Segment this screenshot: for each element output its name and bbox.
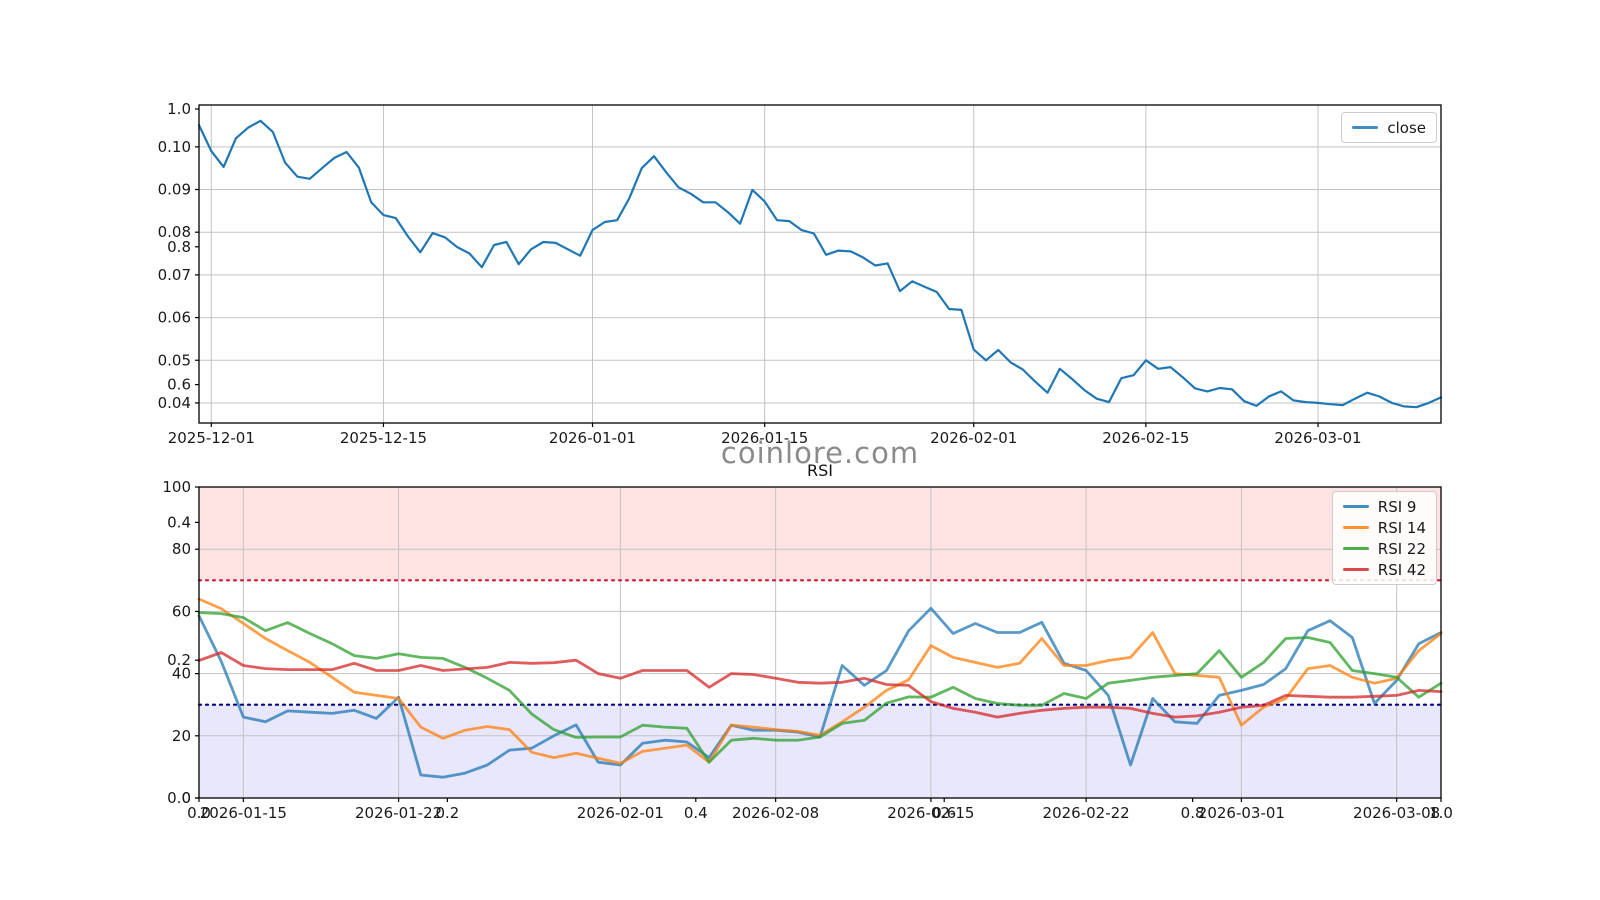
axes-spine [198, 104, 1442, 424]
y-tick-label: 100 [162, 478, 191, 496]
y-tick-label: 0 [181, 789, 191, 807]
legend-line-swatch [1342, 526, 1369, 529]
y-tick-label: 60 [172, 602, 191, 620]
legend-label: RSI 14 [1377, 518, 1426, 537]
x-tick-label: 2026-02-15 [1102, 429, 1189, 447]
y-tick-label: 80 [172, 540, 191, 558]
x-tick-label: 2026-01-15 [200, 804, 287, 822]
twin-y-tick-label: 0.0 [167, 789, 191, 807]
y-tick-label: 20 [172, 727, 191, 745]
legend-label: close [1387, 118, 1426, 137]
x-tick-label: 2026-03-01 [1274, 429, 1361, 447]
series-rsi-42 [197, 651, 1443, 719]
y-tick-label: 0.06 [158, 309, 191, 327]
legend-label: RSI 42 [1377, 560, 1426, 579]
x-tick-label: 2026-03-08 [1353, 804, 1440, 822]
legend-label: RSI 22 [1377, 539, 1426, 558]
legend-line-swatch [1342, 568, 1369, 571]
legend-item: RSI 22 [1342, 538, 1426, 559]
twin-y-tick-label: 0.8 [167, 238, 191, 256]
legend-item: RSI 9 [1342, 496, 1426, 517]
twin-y-tick-label: 0.4 [167, 513, 191, 531]
x-tick-label: 2026-02-01 [930, 429, 1017, 447]
x-tick-label: 2026-02-15 [887, 804, 974, 822]
x-tick-label: 2026-01-01 [549, 429, 636, 447]
y-tick-label: 0.10 [158, 138, 191, 156]
legend-item: RSI 14 [1342, 517, 1426, 538]
legend-item: close [1352, 117, 1426, 138]
y-tick-label: 0.09 [158, 181, 191, 199]
twin-x-tick-label: 0.4 [684, 804, 708, 822]
legend-item: RSI 42 [1342, 559, 1426, 580]
overbought-band [199, 487, 1441, 581]
x-tick-label: 2026-02-01 [577, 804, 664, 822]
axes-spine [198, 486, 1442, 799]
series-close [197, 119, 1443, 409]
x-tick-label: 2026-03-01 [1198, 804, 1285, 822]
legend-line-swatch [1342, 505, 1369, 508]
watermark: coinlore.com [720, 436, 920, 470]
y-tick-label: 40 [172, 665, 191, 683]
legend-label: RSI 9 [1377, 497, 1417, 516]
twin-x-tick-label: 0.2 [435, 804, 459, 822]
oversold-band [199, 704, 1441, 798]
x-tick-label: 2026-01-15 [721, 429, 808, 447]
twin-y-tick-label: 0.2 [167, 651, 191, 669]
y-tick-label: 0.04 [158, 394, 191, 412]
rsi-legend: RSI 9 RSI 14 RSI 22 RSI 42 [1331, 491, 1437, 585]
x-tick-label: 2025-12-15 [340, 429, 427, 447]
twin-y-tick-label: 0.6 [167, 376, 191, 394]
twin-x-tick-label: 1.0 [1429, 804, 1453, 822]
y-tick-label: 0.05 [158, 351, 191, 369]
x-tick-label: 2026-02-22 [1043, 804, 1130, 822]
twin-x-tick-label: 0.0 [187, 804, 211, 822]
price-legend: close [1341, 112, 1437, 143]
y-tick-label: 0.08 [158, 223, 191, 241]
twin-x-tick-label: 0.6 [932, 804, 956, 822]
twin-y-tick-label: 1.0 [167, 100, 191, 118]
x-tick-label: 2025-12-01 [168, 429, 255, 447]
x-tick-label: 2026-02-08 [732, 804, 819, 822]
legend-line-swatch [1342, 547, 1369, 550]
rsi-chart-title: RSI [807, 461, 833, 480]
twin-x-tick-label: 0.8 [1181, 804, 1205, 822]
x-tick-label: 2026-01-22 [355, 804, 442, 822]
series-rsi-22 [197, 611, 1443, 764]
y-tick-label: 0.07 [158, 266, 191, 284]
legend-line-swatch [1352, 126, 1379, 129]
